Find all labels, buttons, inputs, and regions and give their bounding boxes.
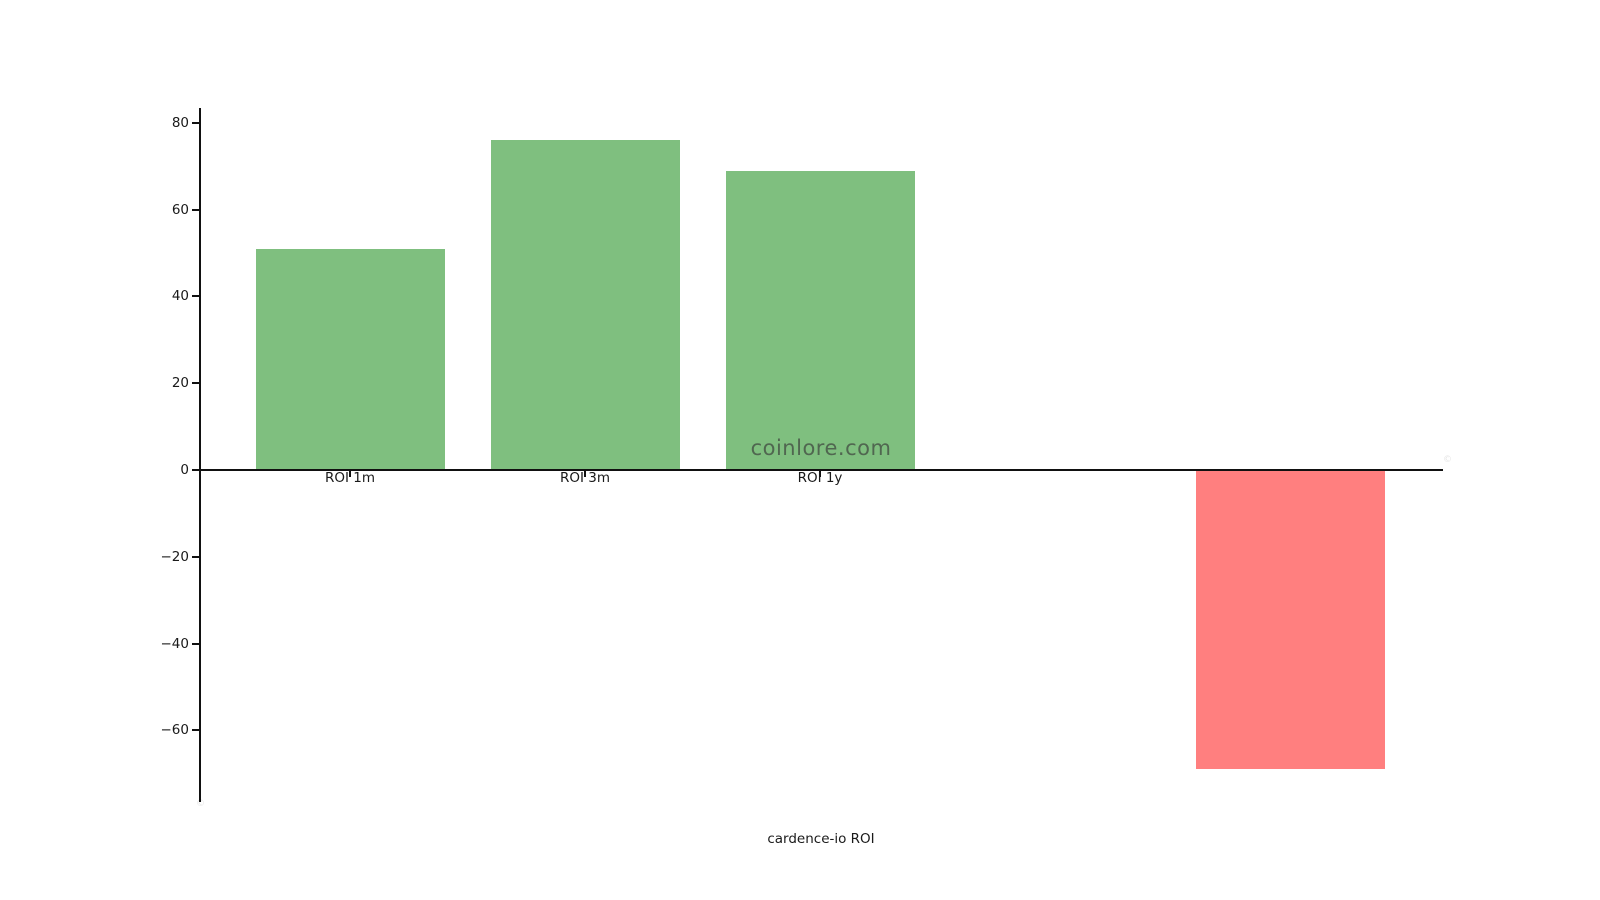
x-axis-title: cardence-io ROI xyxy=(767,831,875,847)
x-tick-label-roi-1y: ROI 1y xyxy=(797,470,843,486)
watermark-text: coinlore.com xyxy=(750,436,892,460)
x-tick-label-roi-3m: ROI 3m xyxy=(559,470,611,486)
bar-roi-1m xyxy=(255,248,445,470)
y-tick-mark xyxy=(192,208,199,211)
x-tick-mark xyxy=(819,471,821,477)
y-tick-label: 60 xyxy=(171,201,189,218)
y-tick-label: 80 xyxy=(171,114,189,131)
y-tick-mark xyxy=(192,642,199,645)
y-tick-label: 40 xyxy=(171,288,189,305)
y-tick-mark xyxy=(192,121,199,124)
y-tick-mark xyxy=(192,729,199,732)
x-tick-mark xyxy=(584,471,586,477)
x-tick-mark xyxy=(349,471,351,477)
bar-roi-3m xyxy=(490,140,680,470)
y-tick-label: −20 xyxy=(160,548,190,565)
y-tick-label: −40 xyxy=(160,635,190,652)
faint-artifact-spine-bottom: © xyxy=(196,799,205,809)
y-tick-label: 0 xyxy=(180,462,189,478)
y-tick-mark xyxy=(192,295,199,298)
x-tick-label-roi-1m: ROI 1m xyxy=(324,470,376,486)
x-axis-line xyxy=(199,469,1443,471)
y-tick-mark xyxy=(192,555,199,558)
bar-roi-1y xyxy=(725,170,915,470)
faint-artifact-axis-end: © xyxy=(1443,455,1452,465)
y-tick-mark xyxy=(192,469,199,471)
y-tick-label: −60 xyxy=(160,722,190,739)
y-tick-mark xyxy=(192,382,199,385)
bar-unlabeled-5 xyxy=(1195,470,1385,770)
y-axis-line xyxy=(199,108,201,802)
y-tick-label: 20 xyxy=(171,375,189,392)
